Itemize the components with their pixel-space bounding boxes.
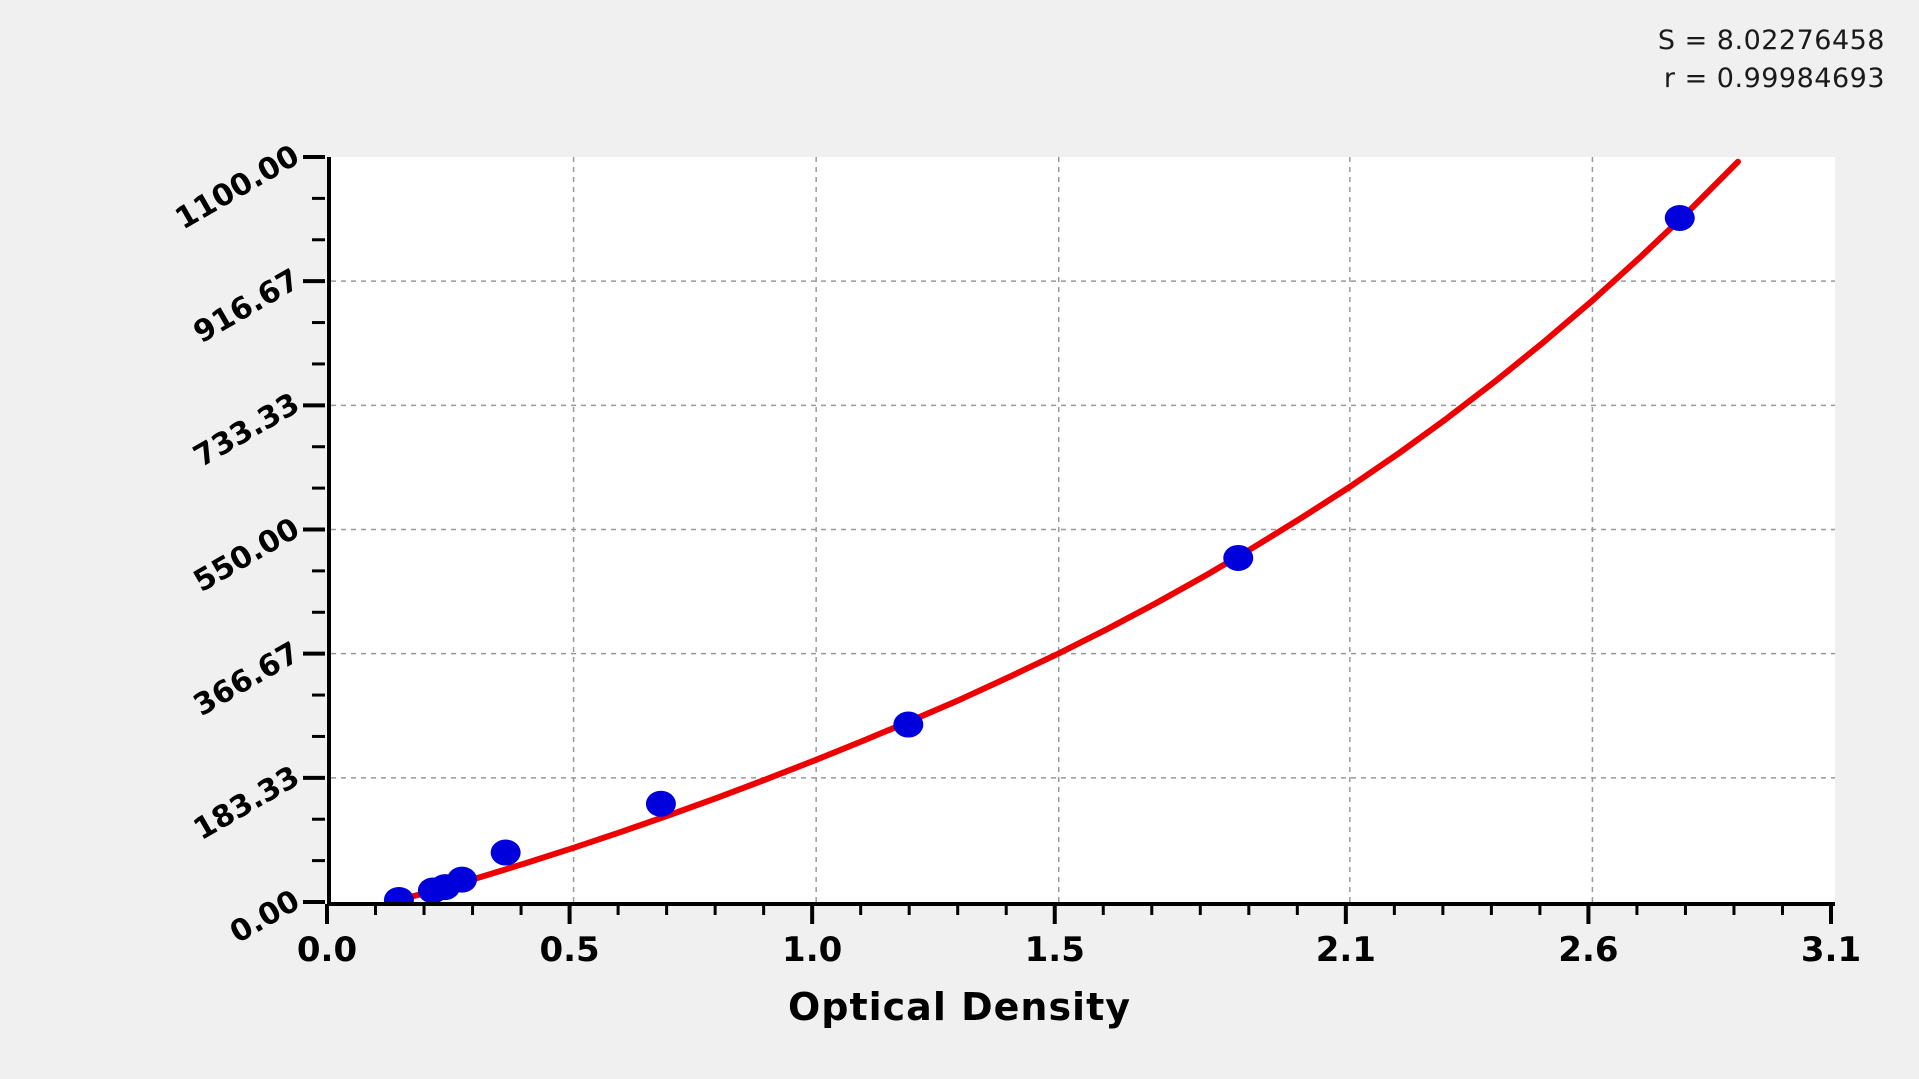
y-tick-label: 183.33 — [187, 759, 306, 848]
x-tick-label: 2.1 — [1315, 930, 1376, 970]
x-tick-label: 3.1 — [1800, 930, 1862, 970]
data-point — [1223, 544, 1254, 571]
y-tick-label: 916.67 — [187, 262, 306, 351]
y-tick-label: 733.33 — [187, 386, 306, 475]
y-tick-label: 0.00 — [224, 883, 306, 951]
data-point — [490, 839, 521, 866]
fit-statistics: S = 8.02276458 r = 0.99984693 — [1658, 22, 1885, 99]
x-tick-label: 1.5 — [1024, 930, 1085, 970]
fit-curve — [386, 158, 1741, 902]
y-tick-label: 550.00 — [187, 510, 306, 600]
data-point — [383, 886, 414, 902]
x-tick-label: 1.0 — [782, 930, 843, 970]
y-tick-label: 366.67 — [187, 635, 306, 724]
r-value-text: r = 0.99984693 — [1663, 63, 1885, 95]
x-tick-label: 0.0 — [296, 930, 358, 970]
data-point — [893, 711, 924, 738]
plot-canvas — [331, 157, 1835, 902]
data-point — [645, 790, 676, 817]
s-value-text: S = 8.02276458 — [1657, 25, 1885, 56]
x-tick-label: 0.5 — [539, 930, 600, 970]
plot-area — [327, 157, 1835, 906]
x-axis-title: Optical Density — [787, 985, 1132, 1029]
y-tick-label: 1100.00 — [169, 138, 306, 237]
x-tick-label: 2.6 — [1558, 930, 1619, 970]
data-point — [446, 866, 477, 893]
data-point — [1664, 204, 1695, 231]
